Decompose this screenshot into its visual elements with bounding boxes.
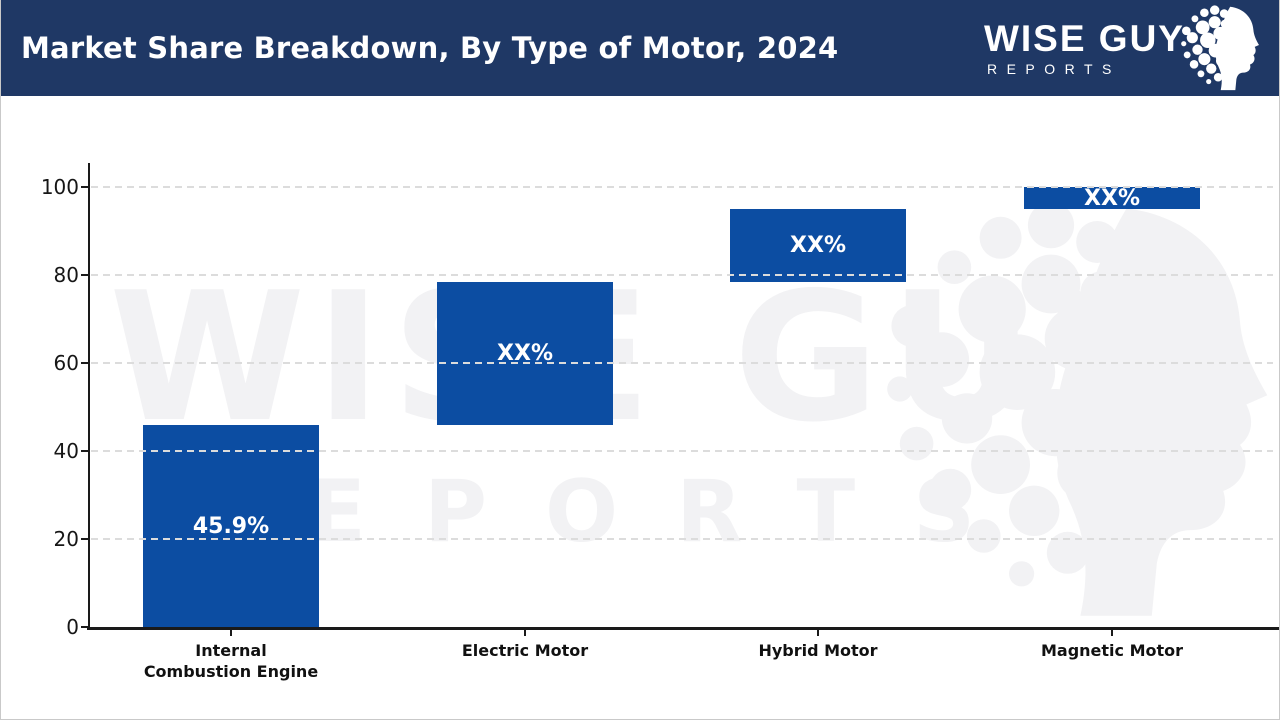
gridline-100 bbox=[91, 186, 1273, 188]
x-axis-line bbox=[87, 627, 1279, 630]
gridline-80 bbox=[91, 274, 1273, 276]
y-axis-line bbox=[88, 163, 90, 630]
x-axis-tick-hybrid-motor bbox=[817, 630, 819, 636]
brand-head-icon bbox=[1171, 5, 1267, 91]
brand-subname: REPORTS bbox=[986, 60, 1121, 77]
y-axis-tick-0 bbox=[81, 626, 90, 628]
y-axis-tick-40 bbox=[81, 450, 90, 452]
x-axis-tick-magnetic-motor bbox=[1111, 630, 1113, 636]
bar-magnetic-motor: XX% bbox=[1024, 185, 1200, 211]
y-axis-tick-20 bbox=[81, 538, 90, 540]
bar-value-label-hybrid-motor: XX% bbox=[790, 233, 846, 259]
y-axis-tick-80 bbox=[81, 274, 90, 276]
x-axis-category-label: Magnetic Motor bbox=[1040, 641, 1184, 660]
watermark-head-icon bbox=[857, 200, 1280, 620]
x-axis-tick-electric-motor bbox=[524, 630, 526, 636]
bar-value-label-magnetic-motor: XX% bbox=[1084, 185, 1140, 211]
y-axis-tick-label: 80 bbox=[53, 263, 79, 287]
x-axis-category-label: Internal Combustion Engine bbox=[143, 641, 319, 681]
bar-electric-motor: XX% bbox=[437, 282, 613, 426]
y-axis-tick-100 bbox=[81, 186, 90, 188]
brand-logo-text: WISE GUY REPORTS bbox=[983, 17, 1185, 77]
x-axis-category-label: Hybrid Motor bbox=[758, 641, 878, 660]
gridline-40 bbox=[91, 450, 1273, 452]
bar-value-label-internal-combustion-engine: 45.9% bbox=[192, 513, 270, 539]
brand-logo: WISE GUY REPORTS bbox=[984, 5, 1267, 91]
y-axis-tick-60 bbox=[81, 362, 90, 364]
y-axis-tick-label: 20 bbox=[53, 527, 79, 551]
header-bar: Market Share Breakdown, By Type of Motor… bbox=[1, 0, 1279, 96]
bar-hybrid-motor: XX% bbox=[730, 209, 906, 283]
brand-name: WISE GUY bbox=[983, 17, 1185, 59]
y-axis-tick-label: 40 bbox=[53, 439, 79, 463]
x-axis-tick-internal-combustion-engine bbox=[230, 630, 232, 636]
x-axis-category-label: Electric Motor bbox=[461, 641, 589, 660]
y-axis-tick-label: 60 bbox=[53, 351, 79, 375]
y-axis-tick-label: 0 bbox=[66, 615, 79, 639]
gridline-60 bbox=[91, 362, 1273, 364]
page-title: Market Share Breakdown, By Type of Motor… bbox=[21, 31, 839, 65]
bar-internal-combustion-engine: 45.9% bbox=[143, 425, 319, 627]
gridline-20 bbox=[91, 538, 1273, 540]
y-axis-tick-label: 100 bbox=[40, 175, 79, 199]
bar-value-label-electric-motor: XX% bbox=[497, 341, 553, 367]
